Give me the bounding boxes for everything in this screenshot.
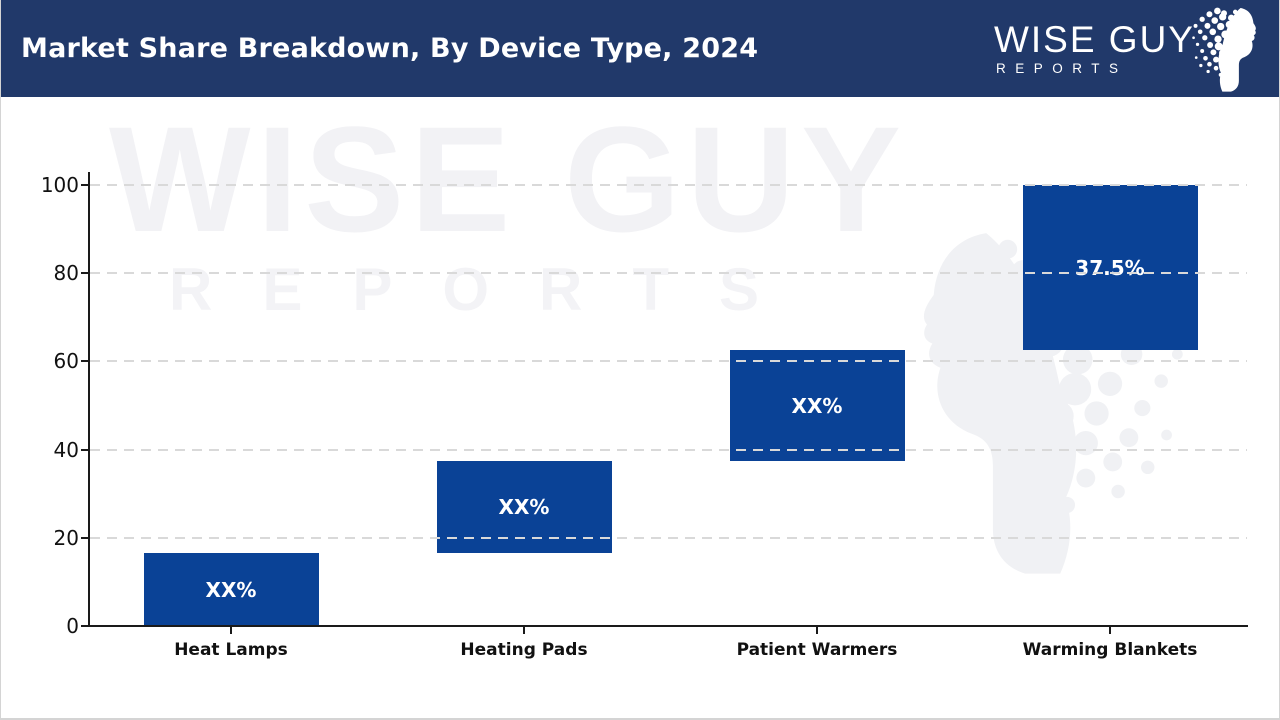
x-tick-1 <box>230 627 232 634</box>
watermark-wordmark: WISE GUY <box>109 95 908 263</box>
x-category-label: Heat Lamps <box>174 640 288 660</box>
gridline-60 <box>90 360 1247 363</box>
logo-subtext: REPORTS <box>995 61 1128 76</box>
y-tick-label-100: 100 <box>40 173 79 197</box>
y-tick-100 <box>81 184 88 186</box>
y-tick-label-20: 20 <box>53 525 79 550</box>
bar-heat-lamps: XX% <box>143 553 319 626</box>
gridline-20 <box>90 536 1247 539</box>
gridline-100 <box>90 184 1247 186</box>
gridline-40 <box>90 448 1247 451</box>
x-axis-line <box>88 625 1248 627</box>
y-tick-label-0: 0 <box>66 614 79 638</box>
gridline-80 <box>90 272 1247 275</box>
x-tick-2 <box>523 627 525 634</box>
y-tick-40 <box>81 448 88 451</box>
bar-value-label: XX% <box>791 393 843 418</box>
x-tick-3 <box>816 627 818 634</box>
logo-text: WISE GUY REPORTS <box>994 21 1195 76</box>
bar-warming-blankets: 37.5% <box>1022 185 1198 351</box>
bar-value-label: XX% <box>205 577 257 602</box>
x-category-label: Heating Pads <box>460 640 588 660</box>
bar-patient-warmers: XX% <box>729 350 905 461</box>
logo-wordmark: WISE GUY <box>993 19 1195 60</box>
logo-face-icon <box>1192 7 1256 92</box>
y-tick-label-60: 60 <box>53 349 79 374</box>
x-category-label: Patient Warmers <box>736 640 898 660</box>
bar-value-label: 37.5% <box>1075 255 1145 280</box>
wise-guy-logo: WISE GUY REPORTS <box>994 6 1267 92</box>
bar-heating-pads: XX% <box>436 460 612 554</box>
y-tick-20 <box>81 536 88 539</box>
x-tick-4 <box>1109 627 1111 634</box>
y-tick-0 <box>81 625 88 627</box>
y-tick-label-40: 40 <box>53 437 79 462</box>
x-category-label: Warming Blankets <box>1022 640 1198 660</box>
y-axis-line <box>88 172 90 626</box>
page-title: Market Share Breakdown, By Device Type, … <box>21 33 759 64</box>
y-tick-label-80: 80 <box>53 261 79 286</box>
y-tick-80 <box>81 272 88 275</box>
chart-area: WISE GUY REPORTS 0 20 40 60 80 100 XX% XX% XX% 37… <box>1 95 1279 718</box>
watermark-subtext: REPORTS <box>169 256 810 323</box>
header-bar: Market Share Breakdown, By Device Type, … <box>1 0 1279 97</box>
bar-value-label: XX% <box>498 494 550 519</box>
y-tick-60 <box>81 360 88 363</box>
